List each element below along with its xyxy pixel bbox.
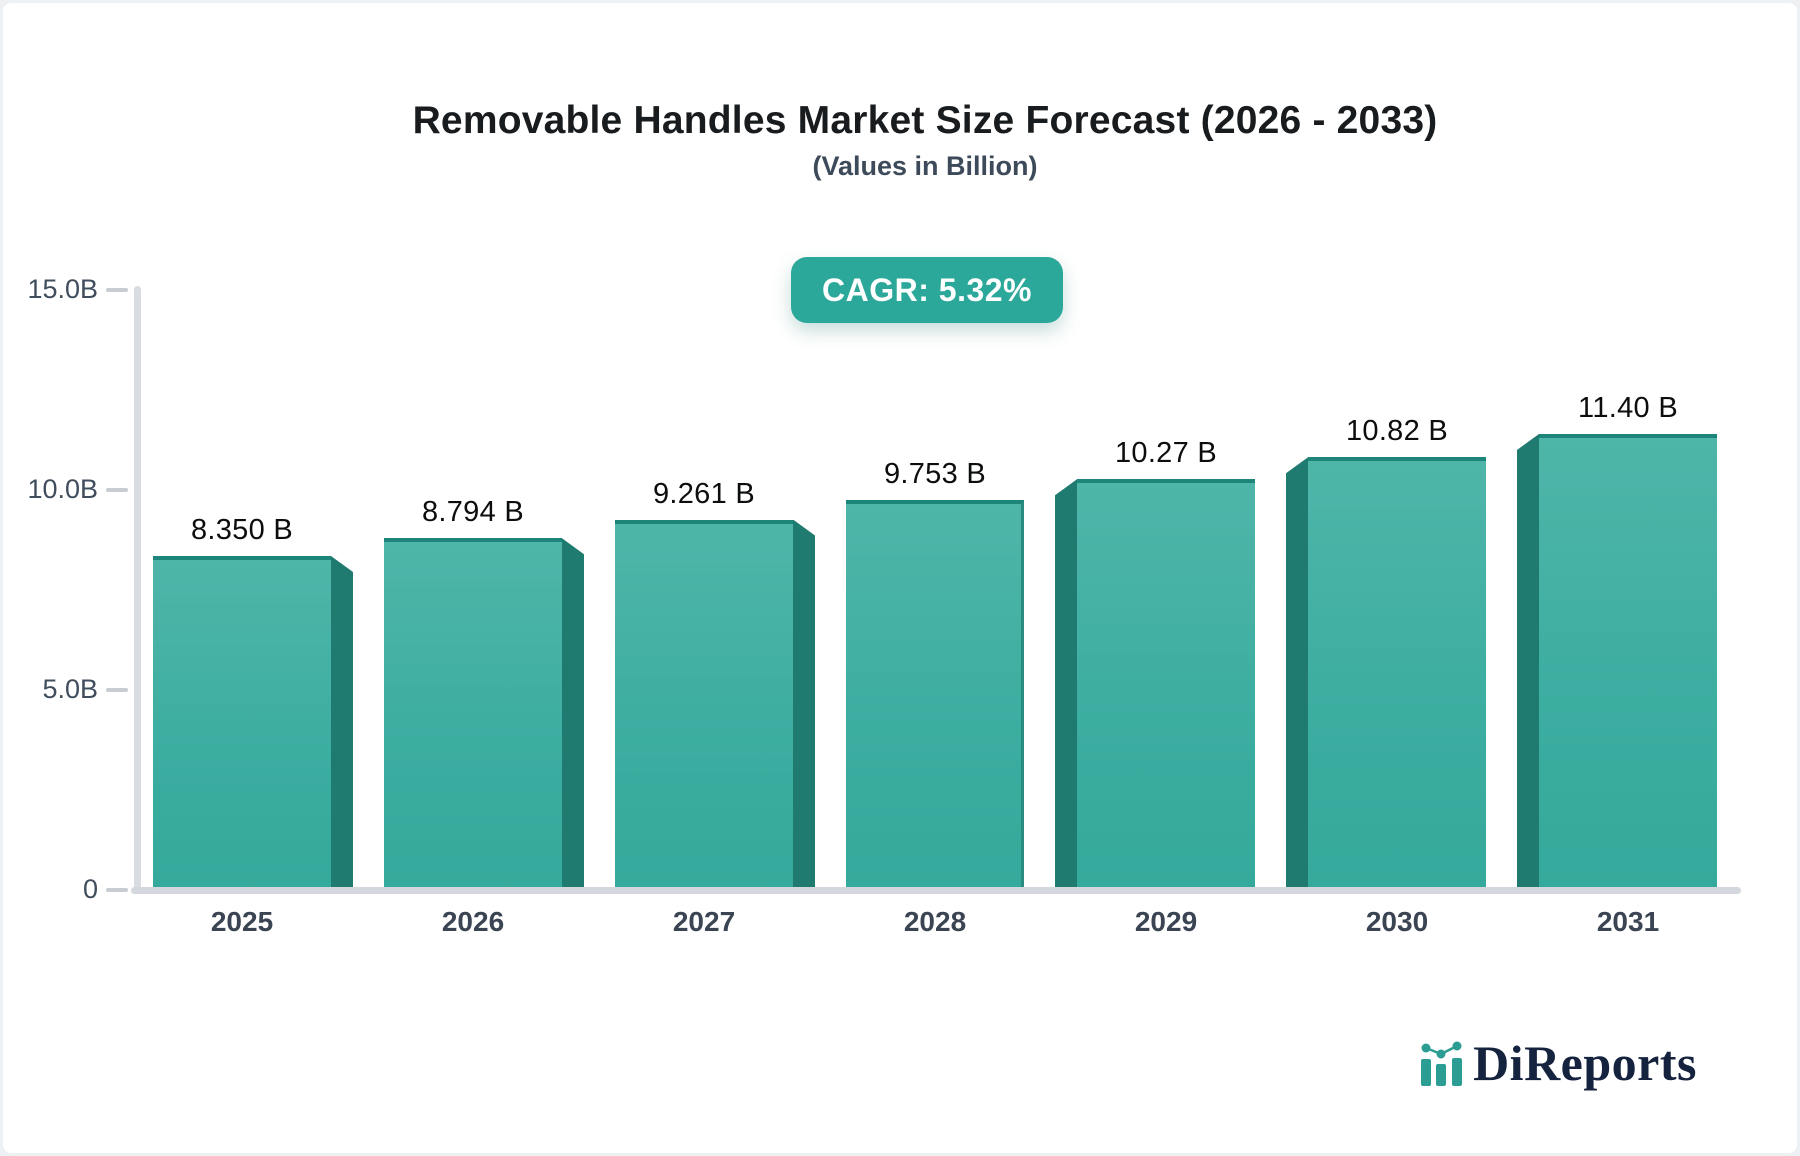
bar-value-label: 8.350 B <box>190 514 294 546</box>
x-axis-category-label: 2031 <box>1596 906 1660 937</box>
y-axis-tick-label: 15.0B <box>27 274 98 304</box>
bar-value-label: 9.753 B <box>883 457 987 490</box>
bar <box>153 556 331 887</box>
y-axis-tick-label: 10.0B <box>27 474 98 504</box>
x-axis-category-label: 2028 <box>903 906 967 937</box>
chart-subtitle: (Values in Billion) <box>812 151 1038 181</box>
bar-3d-side <box>331 556 353 887</box>
y-axis-tick <box>106 688 128 692</box>
x-axis-category-label: 2029 <box>1134 906 1198 937</box>
bar-3d-side <box>1286 457 1308 887</box>
bar <box>384 538 562 887</box>
x-axis-category-label: 2026 <box>441 906 505 937</box>
bar-value-label: 10.27 B <box>1114 437 1218 470</box>
bar <box>615 519 793 887</box>
bar <box>1077 479 1255 887</box>
bar-value-label: 11.40 B <box>1578 392 1678 424</box>
x-axis-category-label: 2025 <box>210 906 274 937</box>
bar-3d-side <box>793 519 815 887</box>
brand-logo: DiReports <box>1419 1033 1697 1092</box>
cagr-badge: CAGR: 5.32% <box>791 257 1063 323</box>
mini-bar-chart-icon <box>1419 1039 1465 1092</box>
bar <box>846 499 1024 887</box>
y-axis-tick <box>106 288 128 292</box>
y-axis-tick <box>106 488 128 492</box>
bar <box>1308 457 1486 887</box>
y-axis-tick-label: 0 <box>82 874 98 904</box>
bar-3d-side <box>1055 479 1077 887</box>
y-axis-tick <box>106 888 128 892</box>
brand-logo-text: DiReports <box>1473 1034 1697 1091</box>
y-axis-line <box>134 286 141 893</box>
y-axis-tick-label: 5.0B <box>42 674 98 704</box>
bar-3d-side <box>1517 434 1539 887</box>
bar-value-label: 8.794 B <box>421 496 525 529</box>
x-axis-line <box>131 887 1741 894</box>
bar <box>1539 434 1717 887</box>
bar-3d-side <box>562 538 584 887</box>
x-axis-category-label: 2027 <box>672 906 736 937</box>
bar-value-label: 10.82 B <box>1345 415 1449 448</box>
chart-title: Removable Handles Market Size Forecast (… <box>412 99 1438 142</box>
x-axis-category-label: 2030 <box>1365 906 1429 937</box>
chart-card: Removable Handles Market Size Forecast (… <box>3 3 1797 1153</box>
bar-value-label: 9.261 B <box>652 477 756 510</box>
